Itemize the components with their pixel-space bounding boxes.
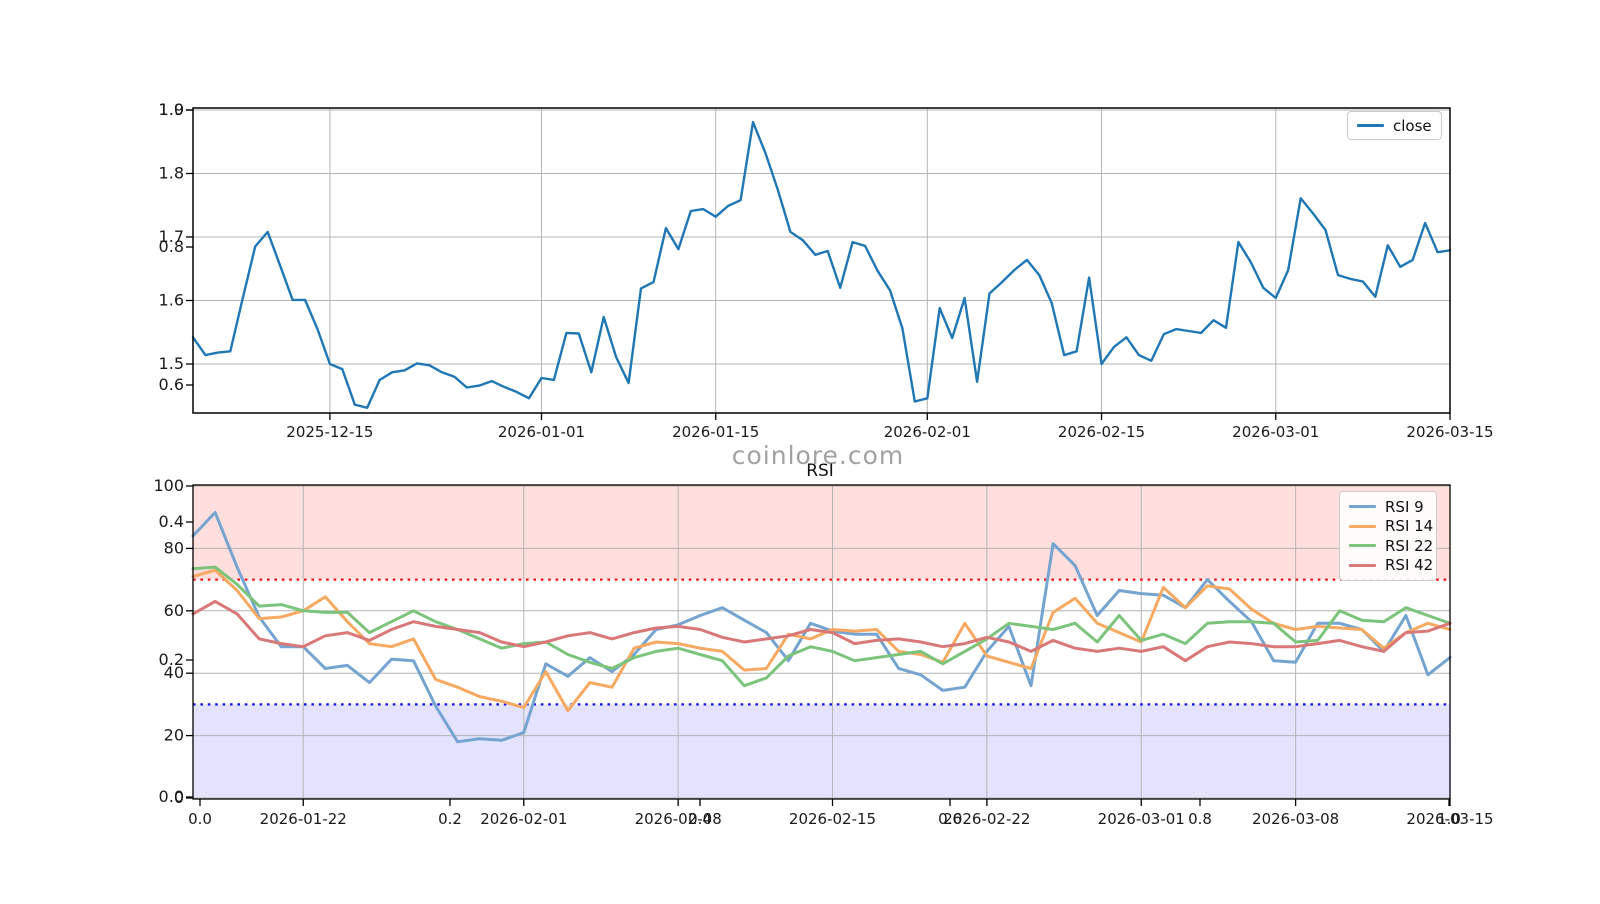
rsi-y-tick-label: 40 xyxy=(164,663,184,682)
rsi-line-rsi-22 xyxy=(191,565,1452,688)
rsi-panel-title: RSI xyxy=(806,461,834,481)
overlay-bottom-tick-label: 0.4 xyxy=(688,810,712,828)
legend-item: close xyxy=(1357,115,1432,136)
legend-line-swatch xyxy=(1349,524,1376,528)
legend-item: RSI 9 xyxy=(1349,497,1427,517)
overlay-bottom-tick-label: 0.8 xyxy=(1188,810,1212,828)
overlay-bottom-tick-label: 1.0 xyxy=(1437,810,1461,828)
price-y-tick-label: 1.9 xyxy=(159,100,184,119)
overlay-left-tick-label: 0.4 xyxy=(159,512,184,531)
rsi-x-tick-label: 2026-03-08 xyxy=(1252,810,1339,828)
legend-item-label: close xyxy=(1393,116,1432,135)
price-x-tick-label: 2026-03-15 xyxy=(1406,423,1493,441)
rsi-axes-border xyxy=(192,484,1451,800)
rsi-line-rsi-14 xyxy=(191,568,1452,713)
rsi-x-tick-label: 2026-03-01 xyxy=(1098,810,1185,828)
legend-line-swatch xyxy=(1349,505,1376,509)
legend-item: RSI 14 xyxy=(1349,517,1433,537)
rsi-line-rsi-9 xyxy=(191,511,1452,744)
overlay-left-tick-label: 0.8 xyxy=(159,237,184,256)
overlay-left-tick-label: 0.2 xyxy=(159,650,184,669)
price-y-tick-label: 1.7 xyxy=(159,227,184,246)
rsi-x-tick-label: 2026-02-01 xyxy=(480,810,567,828)
overlay-bottom-tick-label: 0.2 xyxy=(438,810,462,828)
rsi-y-tick-label: 80 xyxy=(164,538,184,557)
rsi-x-tick-label: 2026-01-22 xyxy=(260,810,347,828)
price-x-tick-label: 2026-01-15 xyxy=(672,423,759,441)
legend-line-swatch xyxy=(1357,124,1384,127)
rsi-y-tick-label: 100 xyxy=(153,476,184,495)
price-legend: close xyxy=(1347,111,1442,140)
close-line xyxy=(191,120,1452,409)
watermark-text: coinlore.com xyxy=(731,441,905,470)
overlay-left-tick-label: 0.0 xyxy=(159,787,184,806)
rsi-y-tick-label: 0 xyxy=(174,788,184,807)
price-axes-border xyxy=(192,107,1451,414)
price-x-tick-label: 2026-02-01 xyxy=(884,423,971,441)
legend-line-swatch xyxy=(1349,563,1376,567)
rsi-x-tick-label: 2026-02-08 xyxy=(635,810,722,828)
legend-item-label: RSI 22 xyxy=(1385,536,1434,555)
rsi-legend: RSI 9 RSI 14 RSI 22 RSI 42 xyxy=(1339,491,1437,581)
price-x-tick-label: 2026-02-15 xyxy=(1058,423,1145,441)
rsi-y-tick-label: 60 xyxy=(164,601,184,620)
legend-item: RSI 42 xyxy=(1349,556,1433,576)
overlay-left-tick-label: 1.0 xyxy=(159,100,184,119)
overbought-band xyxy=(193,486,1450,580)
price-y-tick-label: 1.8 xyxy=(159,164,184,183)
legend-item: RSI 22 xyxy=(1349,536,1433,556)
overlay-bottom-tick-label: 0.6 xyxy=(938,810,962,828)
legend-line-swatch xyxy=(1349,544,1376,548)
legend-item-label: RSI 42 xyxy=(1385,556,1434,575)
legend-item-label: RSI 9 xyxy=(1385,497,1424,516)
price-y-tick-label: 1.6 xyxy=(159,291,184,310)
price-x-tick-label: 2026-01-01 xyxy=(498,423,585,441)
rsi-x-tick-label: 2026-03-15 xyxy=(1406,810,1493,828)
legend-item-label: RSI 14 xyxy=(1385,517,1434,536)
rsi-x-tick-label: 2026-02-15 xyxy=(789,810,876,828)
rsi-line-rsi-42 xyxy=(191,599,1452,663)
price-x-tick-label: 2025-12-15 xyxy=(286,423,373,441)
oversold-band xyxy=(193,704,1450,798)
overlay-bottom-tick-label: 0.0 xyxy=(188,810,212,828)
rsi-y-tick-label: 20 xyxy=(164,726,184,745)
rsi-x-tick-label: 2026-02-22 xyxy=(943,810,1030,828)
price-x-tick-label: 2026-03-01 xyxy=(1232,423,1319,441)
overlay-left-tick-label: 0.6 xyxy=(159,375,184,394)
price-y-tick-label: 1.5 xyxy=(159,354,184,373)
